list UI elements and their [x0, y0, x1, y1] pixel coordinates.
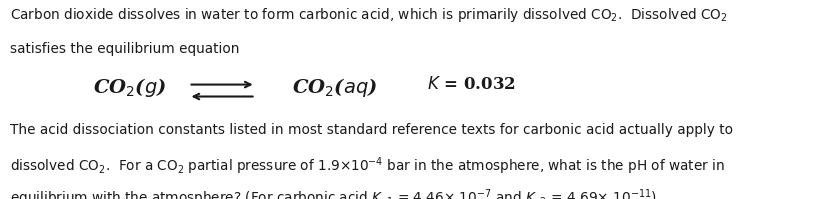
- Text: Carbon dioxide dissolves in water to form carbonic acid, which is primarily diss: Carbon dioxide dissolves in water to for…: [10, 6, 728, 24]
- Text: satisfies the equilibrium equation: satisfies the equilibrium equation: [10, 42, 240, 56]
- Text: CO$_2$($g$): CO$_2$($g$): [93, 76, 167, 99]
- Text: CO$_2$($aq$): CO$_2$($aq$): [292, 76, 378, 99]
- Text: The acid dissociation constants listed in most standard reference texts for carb: The acid dissociation constants listed i…: [10, 123, 733, 137]
- Text: equilibrium with the atmosphere? (For carbonic acid $K_{a1}$ = 4.46× 10$^{-7}$ a: equilibrium with the atmosphere? (For ca…: [10, 187, 661, 199]
- Text: dissolved CO$_2$.  For a CO$_2$ partial pressure of 1.9×10$^{-4}$ bar in the atm: dissolved CO$_2$. For a CO$_2$ partial p…: [10, 155, 725, 177]
- Text: $K$ = 0.032: $K$ = 0.032: [427, 76, 516, 93]
